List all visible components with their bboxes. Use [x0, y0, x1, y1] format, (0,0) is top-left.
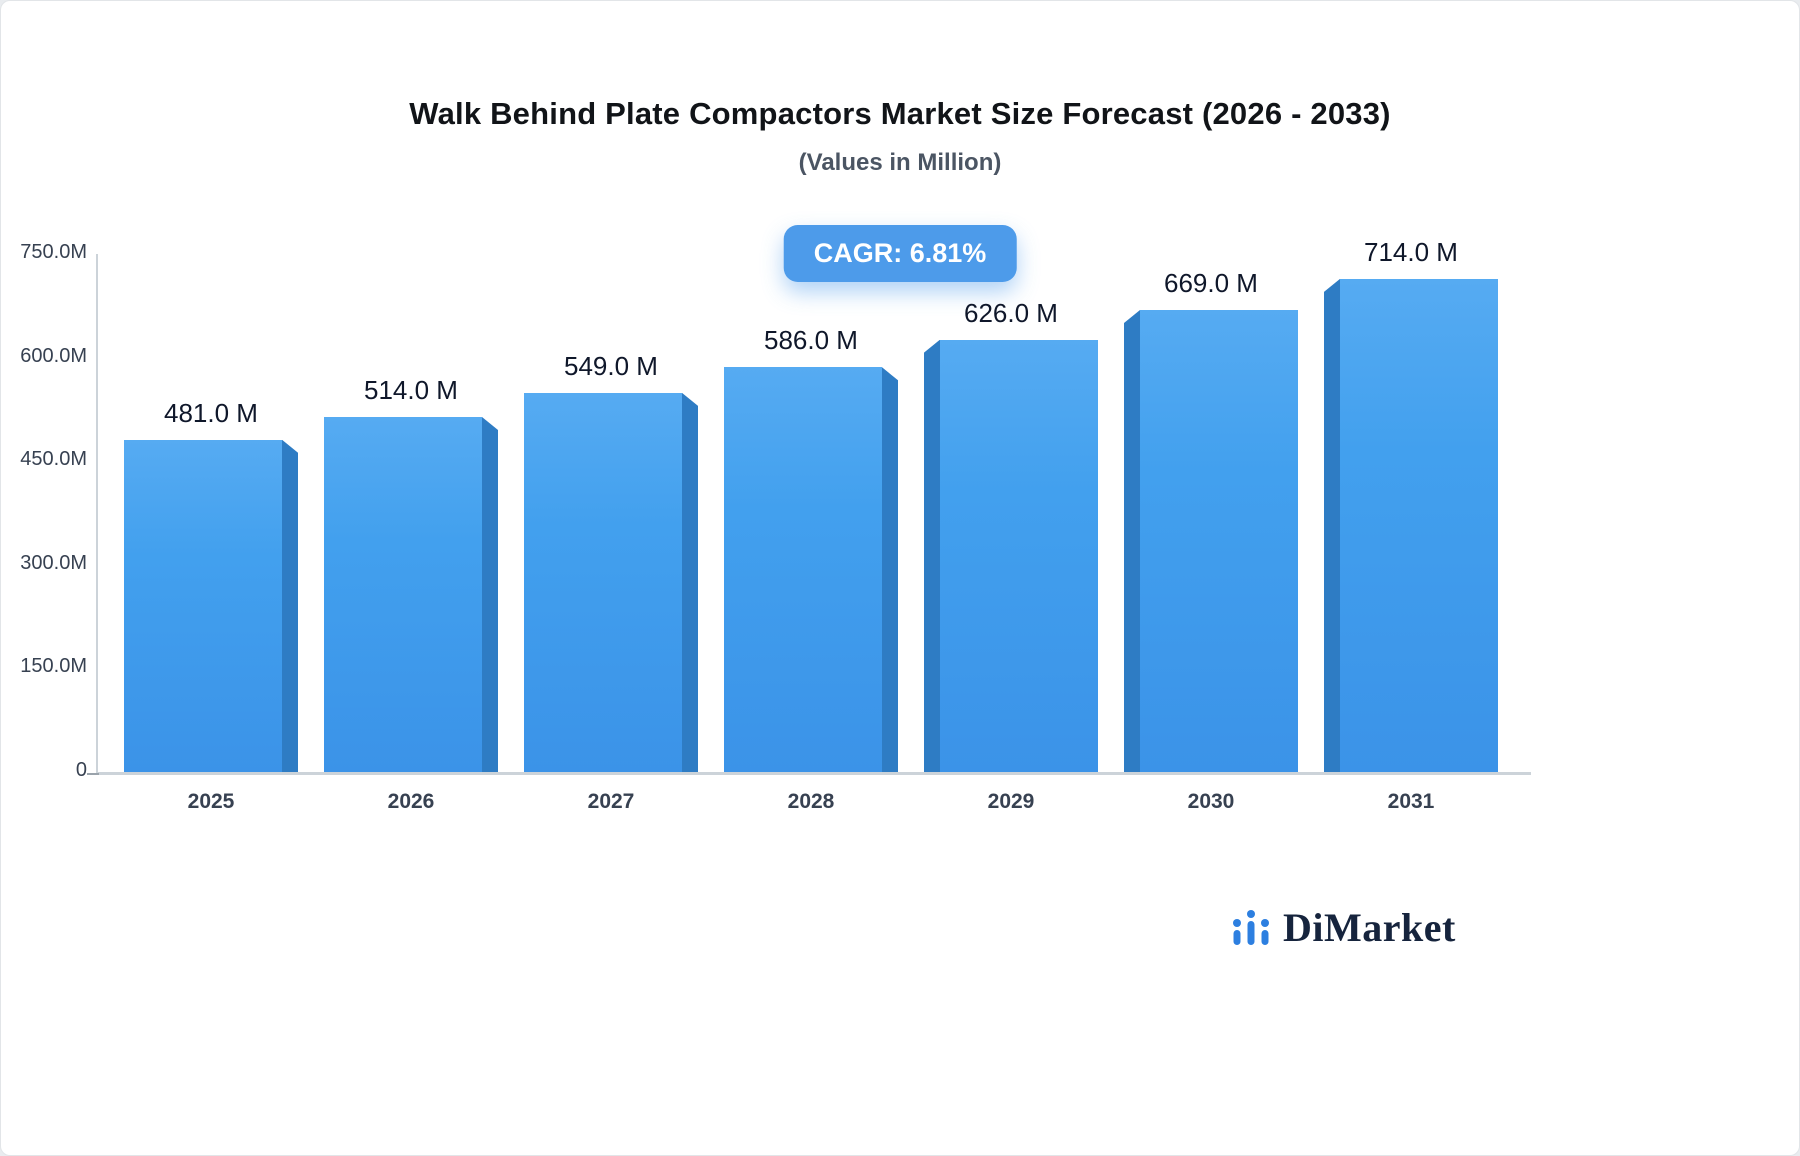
bar-side-face	[1324, 278, 1340, 772]
bar-group	[1324, 278, 1498, 772]
x-axis-label: 2031	[1387, 790, 1435, 813]
axis-tick	[87, 773, 99, 775]
y-axis-label: 0	[75, 759, 87, 781]
bar-group	[524, 392, 698, 772]
bar-side-face	[1124, 309, 1140, 772]
x-axis-label: 2029	[987, 790, 1035, 813]
bar-value-label: 549.0 M	[564, 350, 658, 381]
bar-side-face	[882, 367, 898, 772]
y-axis-label: 450.0M	[20, 448, 87, 471]
bar-value-label: 514.0 M	[364, 374, 458, 405]
bar[interactable]	[1140, 309, 1298, 772]
bar-group	[1124, 309, 1298, 772]
x-axis-label: 2030	[1187, 790, 1235, 813]
x-axis-label: 2028	[787, 790, 835, 813]
bar[interactable]	[524, 392, 682, 772]
bar-side-face	[282, 439, 298, 772]
bar-group	[324, 416, 498, 772]
bar[interactable]	[1340, 278, 1498, 772]
bar[interactable]	[940, 339, 1098, 772]
y-axis-label: 600.0M	[20, 344, 87, 367]
bar-group	[724, 367, 898, 772]
chart-subtitle: (Values in Million)	[798, 149, 1002, 176]
bar-value-label: 626.0 M	[964, 297, 1058, 328]
brand-logo: DiMarket	[1229, 904, 1456, 951]
bar-value-label: 481.0 M	[164, 397, 258, 428]
brand-logo-text: DiMarket	[1283, 905, 1456, 950]
bar-side-face	[682, 392, 698, 772]
y-axis-line	[96, 254, 98, 772]
y-axis-label: 300.0M	[20, 551, 87, 574]
bar-group	[124, 439, 298, 772]
x-axis-label: 2025	[187, 790, 235, 813]
bar-value-label: 586.0 M	[764, 325, 858, 356]
x-axis-line	[96, 772, 1531, 775]
bar-group	[924, 339, 1098, 772]
chart-title: Walk Behind Plate Compactors Market Size…	[409, 96, 1391, 131]
x-axis-label: 2026	[387, 790, 435, 813]
x-axis-label: 2027	[587, 790, 635, 813]
bar[interactable]	[124, 439, 282, 772]
bar-side-face	[924, 339, 940, 772]
mini-bar-chart-icon	[1233, 909, 1269, 945]
bar-side-face	[482, 416, 498, 772]
cagr-badge: CAGR: 6.81%	[783, 225, 1017, 282]
y-axis-label: 150.0M	[20, 655, 87, 678]
bar-value-label: 714.0 M	[1364, 236, 1458, 267]
bar[interactable]	[324, 416, 482, 772]
bar-value-label: 669.0 M	[1164, 267, 1258, 298]
y-axis-label: 750.0M	[20, 241, 87, 263]
bar[interactable]	[724, 367, 882, 772]
